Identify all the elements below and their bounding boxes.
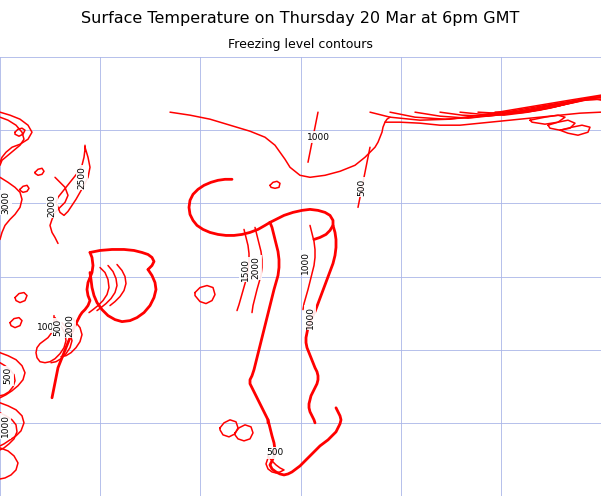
Text: Surface Temperature on Thursday 20 Mar at 6pm GMT: Surface Temperature on Thursday 20 Mar a… [81, 11, 520, 26]
Text: 1500: 1500 [240, 258, 249, 281]
Text: Freezing level contours: Freezing level contours [228, 38, 373, 51]
Text: 2000: 2000 [251, 256, 260, 279]
Text: 500: 500 [266, 448, 284, 457]
Text: 2000: 2000 [66, 314, 75, 337]
Text: 500: 500 [358, 179, 367, 196]
Text: 1000: 1000 [300, 251, 310, 274]
Text: 500: 500 [53, 319, 63, 336]
Text: 2500: 2500 [78, 166, 87, 189]
Text: 500: 500 [4, 367, 13, 384]
Text: 3000: 3000 [1, 191, 10, 214]
Text: 1000: 1000 [307, 133, 329, 142]
Text: 1000: 1000 [305, 306, 314, 329]
Text: 1000: 1000 [37, 323, 59, 332]
Text: 2000: 2000 [47, 194, 56, 217]
Text: 1000: 1000 [1, 414, 10, 437]
